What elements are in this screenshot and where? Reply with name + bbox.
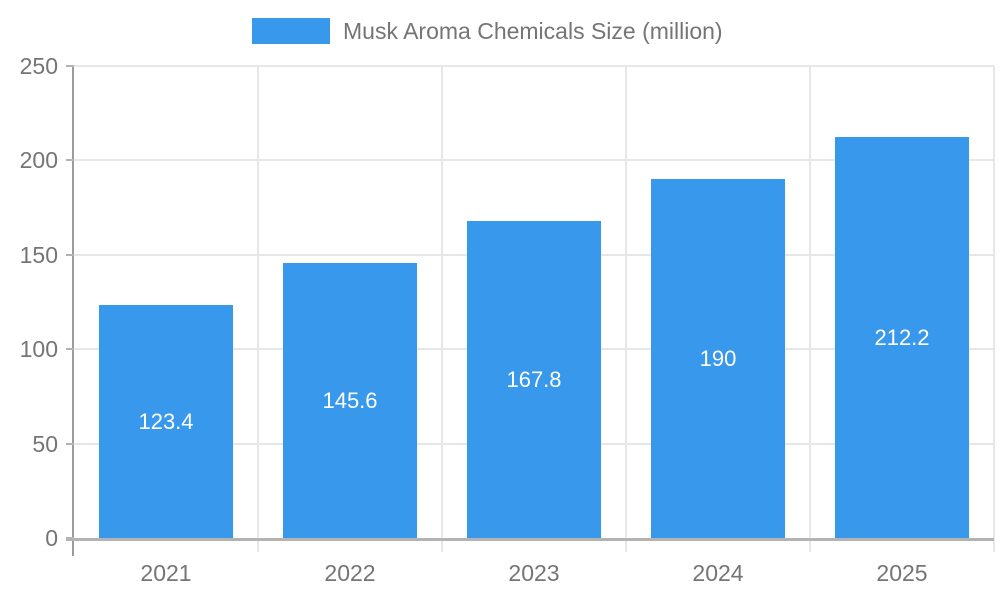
legend-label: Musk Aroma Chemicals Size (million) bbox=[343, 18, 723, 44]
bar-2022[interactable]: 145.6 bbox=[283, 263, 417, 538]
bar-value-label: 190 bbox=[699, 345, 737, 371]
x-tick-label-2025: 2025 bbox=[876, 560, 928, 586]
x-tick-label-2024: 2024 bbox=[692, 560, 744, 586]
y-tick-label-200: 200 bbox=[19, 147, 58, 174]
gridline-vertical-1 bbox=[257, 66, 259, 552]
y-tick-label-100: 100 bbox=[19, 336, 58, 363]
bar-2025[interactable]: 212.2 bbox=[835, 137, 969, 538]
gridline-vertical-2 bbox=[441, 66, 443, 552]
y-tick-label-250: 250 bbox=[19, 53, 58, 79]
y-tick-label-50: 50 bbox=[32, 430, 58, 457]
gridline-horizontal-200 bbox=[74, 159, 994, 162]
legend[interactable]: Musk Aroma Chemicals Size (million) bbox=[252, 17, 723, 45]
bar-value-label: 123.4 bbox=[138, 408, 194, 434]
bar-2023[interactable]: 167.8 bbox=[467, 221, 601, 538]
y-tick-mark-100 bbox=[66, 348, 74, 351]
y-tick-mark-200 bbox=[66, 159, 74, 162]
bar-value-label: 212.2 bbox=[874, 324, 930, 350]
y-tick-label-150: 150 bbox=[19, 241, 58, 268]
x-tick-label-2021: 2021 bbox=[140, 560, 192, 586]
bar-value-label: 145.6 bbox=[322, 387, 378, 413]
y-tick-mark-250 bbox=[66, 65, 74, 67]
plot-area: 123.4 145.6 167.8 190 212.2 bbox=[74, 65, 995, 552]
bar-value-label: 167.8 bbox=[506, 366, 562, 392]
gridline-vertical-3 bbox=[625, 66, 627, 552]
gridline-vertical-4 bbox=[809, 66, 811, 552]
y-axis-line bbox=[72, 66, 74, 556]
legend-swatch bbox=[252, 18, 330, 44]
y-tick-mark-0 bbox=[66, 537, 74, 539]
bar-2024[interactable]: 190 bbox=[651, 179, 785, 538]
bar-2021[interactable]: 123.4 bbox=[99, 305, 233, 538]
y-tick-mark-150 bbox=[66, 253, 74, 256]
y-tick-label-0: 0 bbox=[45, 525, 58, 551]
gridline-horizontal-250 bbox=[74, 65, 994, 67]
x-tick-label-2022: 2022 bbox=[324, 560, 376, 586]
gridline-vertical-5 bbox=[993, 66, 995, 552]
y-tick-mark-50 bbox=[66, 442, 74, 445]
x-axis-line bbox=[66, 538, 994, 541]
x-tick-label-2023: 2023 bbox=[508, 560, 560, 586]
